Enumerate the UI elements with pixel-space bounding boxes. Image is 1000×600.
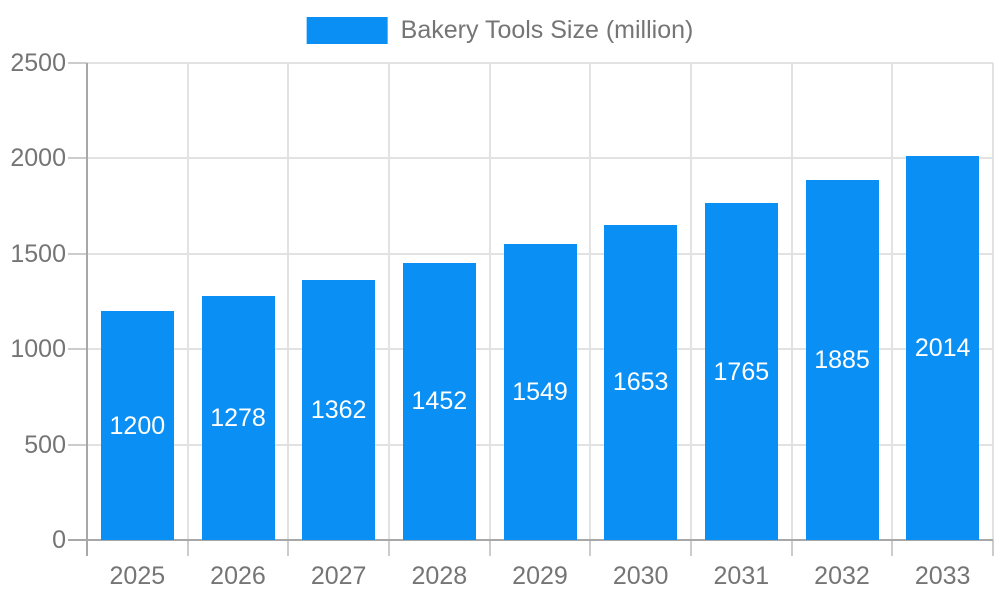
x-axis-label: 2031: [713, 562, 770, 590]
y-axis-label: 2000: [10, 144, 66, 173]
bar[interactable]: [604, 224, 678, 540]
x-axis-label: 2029: [512, 562, 568, 590]
bar[interactable]: [906, 155, 980, 540]
x-axis-tick: [488, 540, 491, 556]
bar-value-label: 1653: [612, 368, 669, 397]
bar[interactable]: [302, 280, 376, 540]
x-gridline: [790, 63, 793, 540]
y-axis-label: 0: [52, 526, 66, 554]
bar[interactable]: [201, 296, 275, 540]
y-axis-label: 1000: [10, 335, 66, 364]
x-axis-tick: [186, 540, 189, 556]
y-axis-tick: [68, 252, 87, 255]
x-gridline: [186, 63, 189, 540]
bar-value-label: 1885: [814, 346, 870, 375]
y-axis-label: 2500: [10, 49, 66, 77]
x-axis-tick: [589, 540, 592, 556]
y-axis-tick: [68, 62, 87, 64]
x-gridline: [589, 63, 592, 540]
x-axis-label: 2026: [210, 562, 266, 590]
chart-legend[interactable]: Bakery Tools Size (million): [306, 16, 694, 45]
x-axis-tick: [690, 540, 692, 556]
x-axis-tick: [891, 540, 894, 556]
y-axis-tick: [68, 443, 87, 446]
x-axis-label: 2032: [814, 562, 870, 590]
x-gridline: [488, 63, 491, 540]
x-gridline: [388, 63, 390, 540]
bar-value-label: 1362: [310, 396, 367, 425]
x-axis-label: 2030: [612, 562, 669, 590]
bar-value-label: 1200: [109, 411, 166, 440]
y-axis-line: [86, 63, 88, 556]
legend-label: Bakery Tools Size (million): [400, 16, 694, 44]
x-gridline: [287, 63, 290, 540]
y-axis-label: 1500: [10, 239, 66, 268]
x-axis-line: [68, 539, 993, 541]
x-gridline: [690, 63, 692, 540]
bar-value-label: 2014: [914, 333, 971, 362]
bar[interactable]: [805, 180, 879, 540]
bar[interactable]: [402, 262, 476, 540]
x-axis-label: 2025: [109, 562, 166, 590]
bar[interactable]: [704, 203, 778, 540]
x-gridline: [992, 63, 994, 540]
bar-value-label: 1765: [713, 357, 770, 386]
x-axis-tick: [790, 540, 793, 556]
x-axis-label: 2028: [411, 562, 468, 590]
y-axis-tick: [68, 348, 87, 351]
x-axis-tick: [287, 540, 290, 556]
bar-value-label: 1278: [210, 404, 266, 433]
y-axis-tick: [68, 157, 87, 160]
x-axis-tick: [992, 540, 994, 556]
x-gridline: [891, 63, 894, 540]
y-gridline: [87, 157, 993, 160]
bar-value-label: 1549: [512, 378, 568, 407]
x-axis-label: 2033: [914, 562, 971, 590]
bar-value-label: 1452: [411, 387, 468, 416]
bar[interactable]: [503, 244, 577, 540]
y-gridline: [87, 62, 993, 64]
x-axis-label: 2027: [310, 562, 367, 590]
x-axis-tick: [388, 540, 390, 556]
bar[interactable]: [100, 311, 174, 540]
legend-swatch[interactable]: [306, 17, 388, 44]
y-axis-label: 500: [24, 430, 66, 459]
